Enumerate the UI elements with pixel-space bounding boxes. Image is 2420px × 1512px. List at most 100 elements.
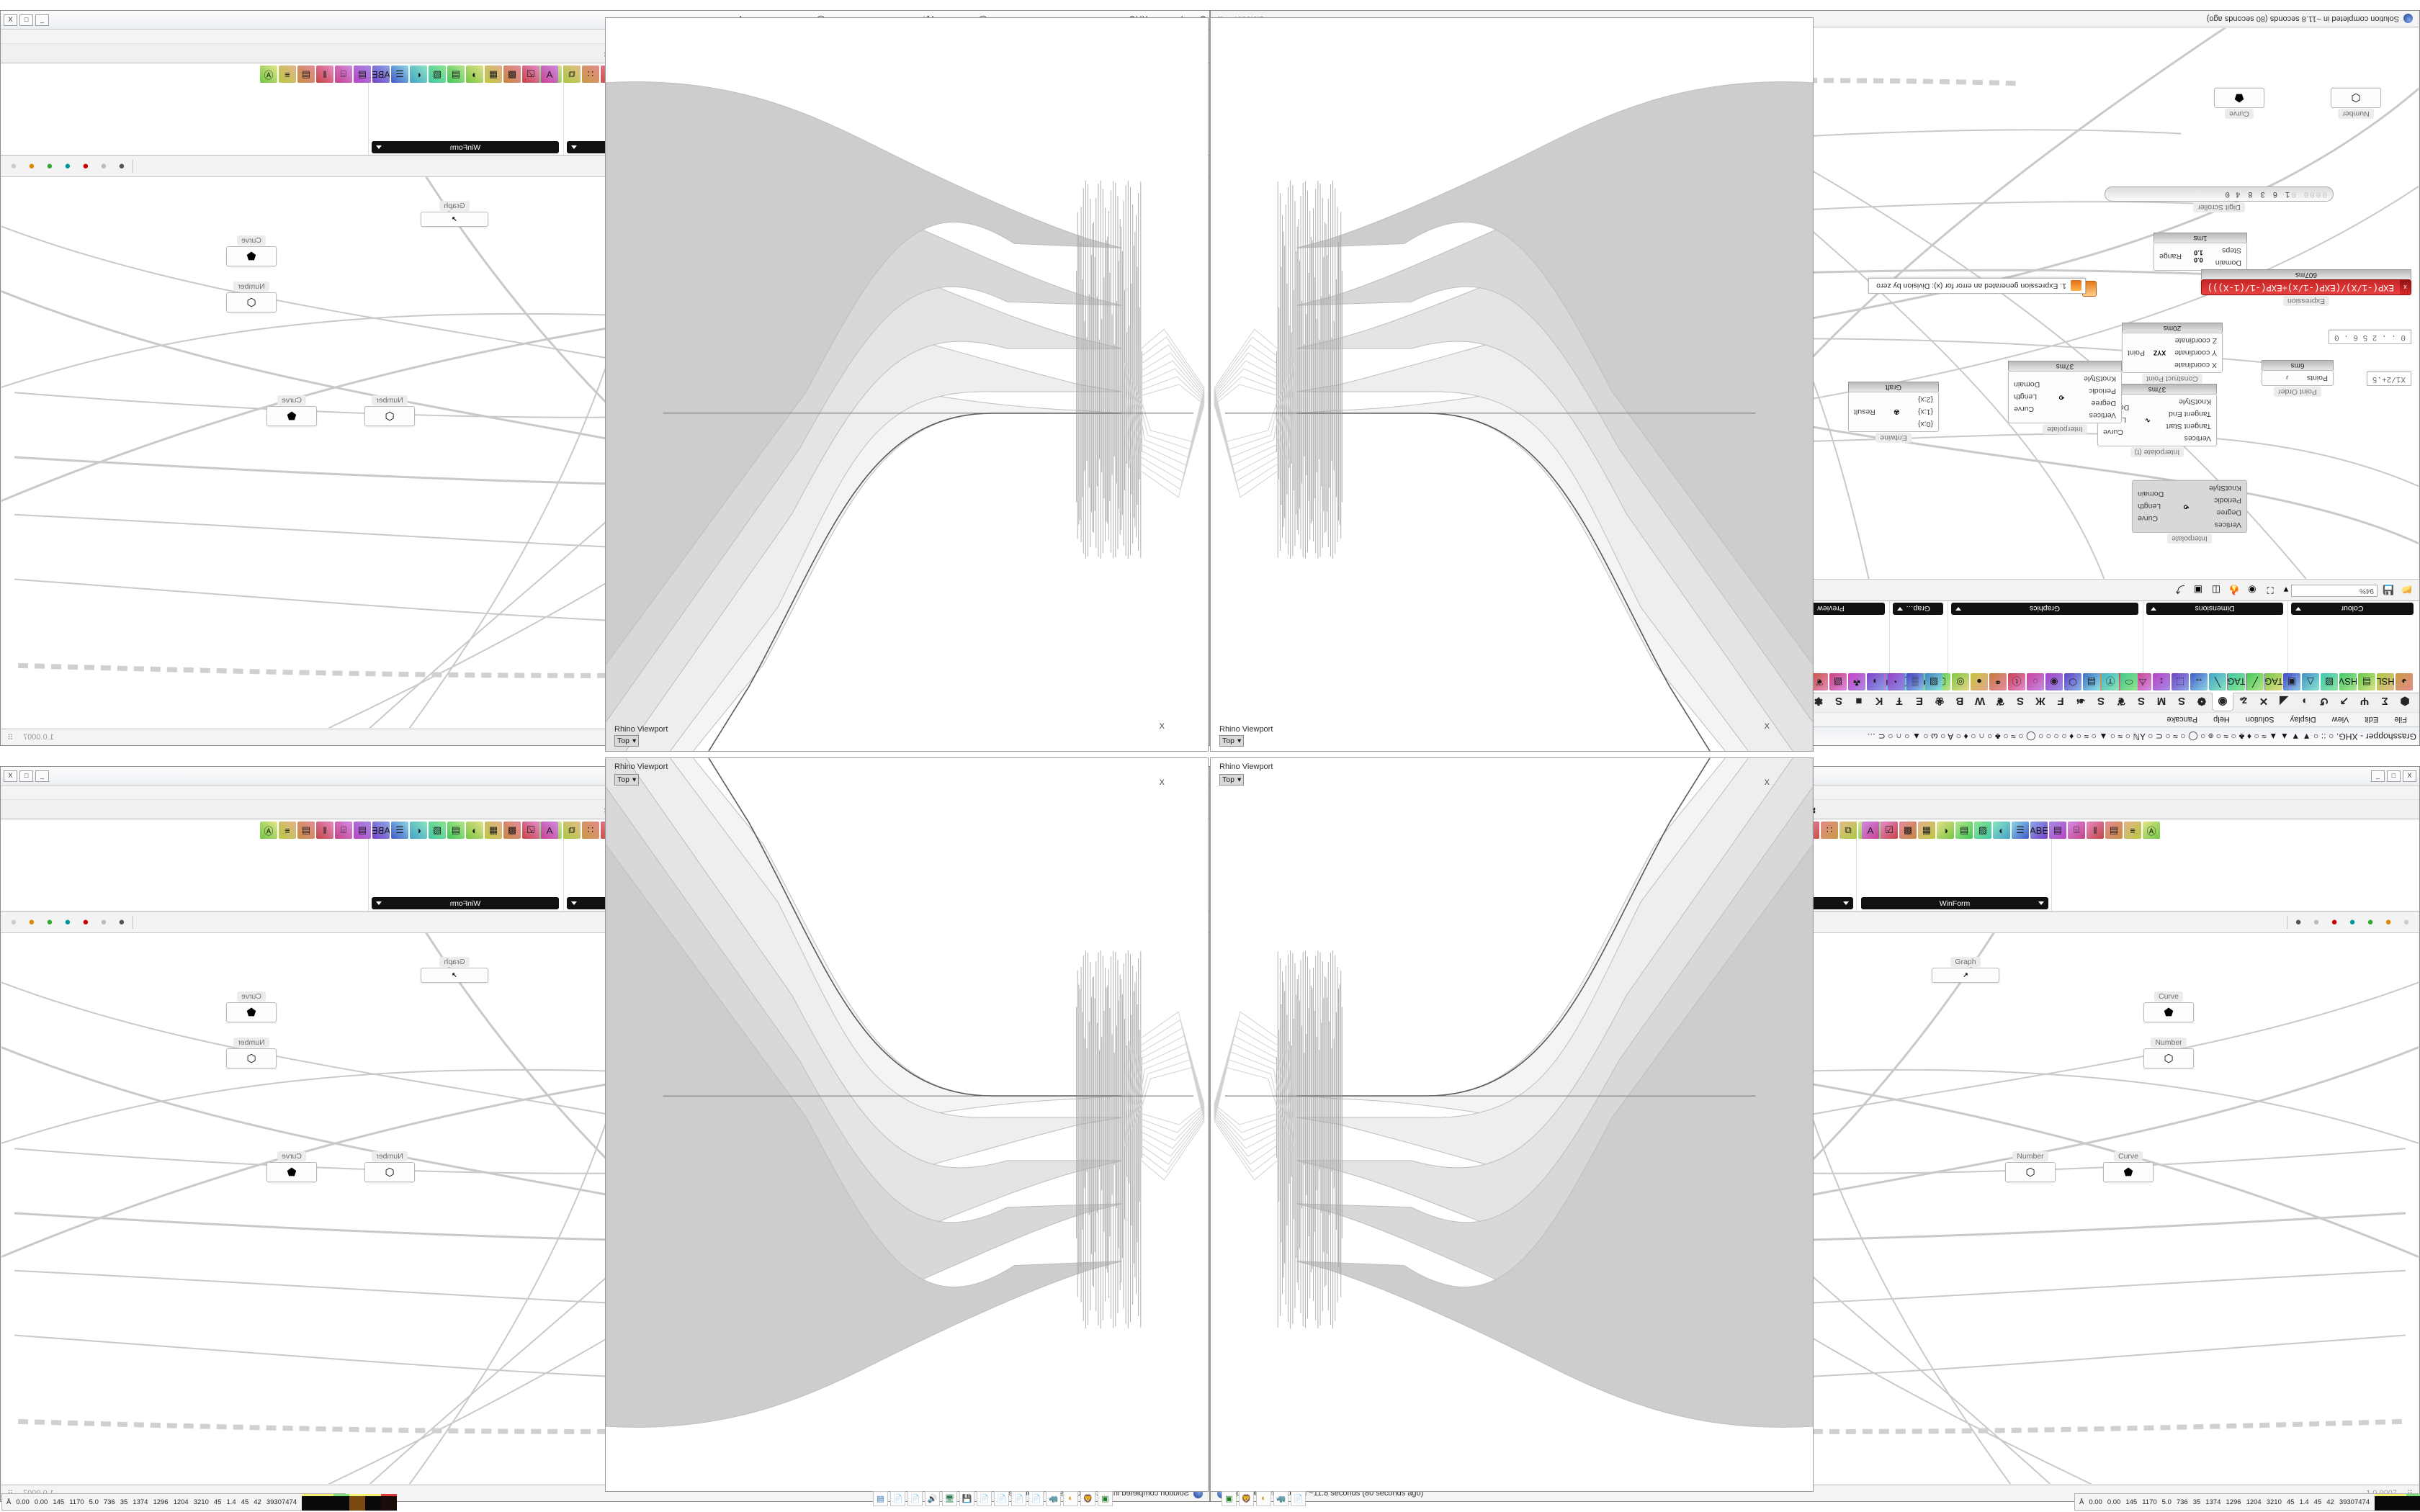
component-body[interactable]: Vertices Degree Periodic KnotStyle ⟲ Curve Len… (2008, 371, 2122, 423)
ribbon-icon[interactable]: ⧉ (563, 66, 581, 83)
ribbon-icon[interactable]: ▤ (2358, 673, 2375, 690)
graph-mapper[interactable]: Graph ↗ (421, 955, 488, 983)
tab-k1[interactable]: K (1875, 695, 1883, 708)
chevron-down-icon[interactable]: ▾ (1237, 737, 1242, 745)
tab-s4[interactable]: S (2017, 695, 2025, 708)
ribbon-icon[interactable]: ↔ (2190, 673, 2208, 690)
color-swatches[interactable] (302, 1493, 398, 1511)
ribbon-icon[interactable]: ☘ (1848, 673, 1865, 690)
ribbon-icon[interactable]: ▦ (485, 822, 502, 839)
ribbon-icon[interactable]: ▒ (1906, 673, 1924, 690)
ribbon-icon[interactable]: ◐ (410, 822, 427, 839)
ribbon-icon[interactable]: ◐ (410, 66, 427, 83)
zoom-level-input[interactable]: 94% (2291, 585, 2378, 598)
ribbon-icon[interactable]: TAG (2228, 673, 2245, 690)
menu-item-solution[interactable]: Solution (2245, 715, 2275, 724)
render-icon[interactable]: ● (82, 160, 89, 172)
color-swatch-4[interactable] (365, 1493, 382, 1511)
output-port-1[interactable]: Length (2138, 502, 2161, 511)
ribbon-icon[interactable]: ▤ (297, 822, 315, 839)
ribbon-icon[interactable]: ▨ (429, 66, 446, 83)
rhino-viewport-top-right[interactable]: Rhino Viewport Top ▾ X (1210, 17, 1814, 752)
ribbon-icon[interactable]: ⌸ (335, 66, 352, 83)
ribbon-icon[interactable]: ▤ (447, 66, 465, 83)
mat2-icon[interactable]: ● (46, 160, 53, 172)
input-port-0[interactable]: Points (2306, 374, 2328, 382)
save-file-icon[interactable]: 💾 (2382, 585, 2395, 596)
viewport-mode-label[interactable]: Top (617, 775, 629, 784)
ribbon-icon[interactable]: Ⓐ (260, 66, 277, 83)
ribbon-icon[interactable]: ◑ (1867, 673, 1884, 690)
param-number[interactable]: Number ⬡ (2331, 88, 2381, 121)
ribbon-icon[interactable]: ▤ (354, 66, 371, 83)
tab-display[interactable]: ◉ (2212, 693, 2233, 711)
ribbon-icon[interactable]: HSV (2339, 673, 2357, 690)
entwine[interactable]: Entwine {0;x} {1;x} {2;x} ✇ Result Graft (1848, 382, 1939, 445)
ribbon-icon[interactable]: ∷ (1821, 822, 1838, 839)
input-port-0[interactable]: Vertices (2089, 411, 2116, 420)
ribbon-icon[interactable]: ☰ (391, 66, 408, 83)
param-number[interactable]: Number ⬡ (2143, 1035, 2194, 1068)
ribbon-icon[interactable]: ⓣ (2008, 673, 2025, 690)
mat3-icon[interactable]: ● (28, 916, 35, 928)
component-body[interactable]: X coordinate Y coordinate Z coordinate XYZ P… (2122, 333, 2223, 373)
output-port-1[interactable]: Length (2014, 392, 2038, 402)
input-port-1[interactable]: {1;x} (1917, 408, 1933, 416)
digit-scroller-last-digit[interactable]: 0 (2223, 189, 2230, 199)
ribbon-icon[interactable]: ▩ (503, 822, 521, 839)
ribbon-icon[interactable]: ▩ (503, 66, 521, 83)
rhino-viewport-top-left[interactable]: Rhino Viewport Top ▾ X (605, 17, 1209, 752)
component-body[interactable]: ↗ (421, 212, 488, 227)
render-flame-icon[interactable]: 🔥 (2228, 585, 2241, 596)
ribbon-icon[interactable]: ▤ (1955, 822, 1973, 839)
param-body[interactable]: ⬟ (2143, 1002, 2194, 1022)
component-body[interactable]: ↗ (421, 968, 488, 983)
tab-m1[interactable]: M (2156, 695, 2166, 708)
tab-e1[interactable]: E (1916, 695, 1924, 708)
component-body[interactable]: Domain Steps 0.0 1.0 Range (2154, 243, 2247, 271)
param-curve[interactable]: Curve ⬟ (266, 393, 317, 426)
ribbon-icon[interactable]: A (541, 66, 558, 83)
ribbon-icon[interactable]: Ⓐ (260, 822, 277, 839)
close-button[interactable]: X (4, 14, 17, 26)
ribbon-icon[interactable]: LABEL (2030, 822, 2048, 839)
tab-s5[interactable]: S (1835, 695, 1843, 708)
minimize-button[interactable]: _ (35, 770, 49, 782)
input-port-2[interactable]: Tangent End (2169, 410, 2211, 418)
taskbar-right[interactable]: ▣ 🦁 ◐ 🦏 📄 (1222, 1489, 1306, 1508)
preview-eye-icon[interactable]: ◉ (2248, 585, 2257, 596)
mat3-icon[interactable]: ● (28, 160, 35, 172)
shade-icon[interactable]: ● (2295, 916, 2302, 928)
save-icon[interactable]: 💾 (959, 1490, 974, 1506)
ribbon-icon[interactable]: A (1862, 822, 1879, 839)
ribbon-icon[interactable]: ╲ (2209, 673, 2226, 690)
mat1-icon[interactable]: ● (64, 916, 71, 928)
ribbon-icon[interactable]: ◕ (2396, 673, 2413, 690)
ribbon-icon[interactable]: ▨ (1925, 673, 1942, 690)
render-icon[interactable]: ● (2331, 916, 2338, 928)
param-curve[interactable]: Curve ⬟ (266, 1149, 317, 1182)
ribbon-icon[interactable]: ▨ (1974, 822, 1991, 839)
viewport-mode-combo[interactable]: Top ▾ (614, 774, 640, 786)
ribbon-panel-label[interactable]: Dimensions (2146, 603, 2283, 615)
param-number[interactable]: Number ⬡ (364, 1149, 415, 1182)
output-port-0[interactable]: Curve (2014, 405, 2035, 414)
mat3-icon[interactable]: ● (2385, 916, 2392, 928)
minimize-button[interactable]: _ (2371, 770, 2385, 782)
input-port-1[interactable]: Degree (2216, 508, 2241, 517)
firefox-icon[interactable]: 🦁 (1080, 1490, 1095, 1506)
chevron-down-icon[interactable]: ▾ (2283, 585, 2289, 596)
resize-grip[interactable]: ⠿ (7, 733, 14, 742)
graph-mapper[interactable]: Graph ↗ (1932, 955, 1999, 983)
terminal-icon[interactable]: ▣ (1222, 1490, 1237, 1506)
output-port-0[interactable]: Range (2159, 252, 2182, 261)
input-port-3[interactable]: KnotStyle (2179, 397, 2211, 406)
chevron-down-icon[interactable]: ▾ (632, 737, 637, 745)
tab-s3[interactable]: S (2097, 695, 2105, 708)
ribbon-icon[interactable]: ◔ (1888, 673, 1905, 690)
ribbon-icon[interactable]: ☰ (2012, 822, 2029, 839)
ribbon-icon[interactable]: ⌸ (2068, 822, 2085, 839)
ribbon-icon[interactable]: ● (1971, 673, 1988, 690)
param-body[interactable]: ⬡ (2143, 1048, 2194, 1068)
